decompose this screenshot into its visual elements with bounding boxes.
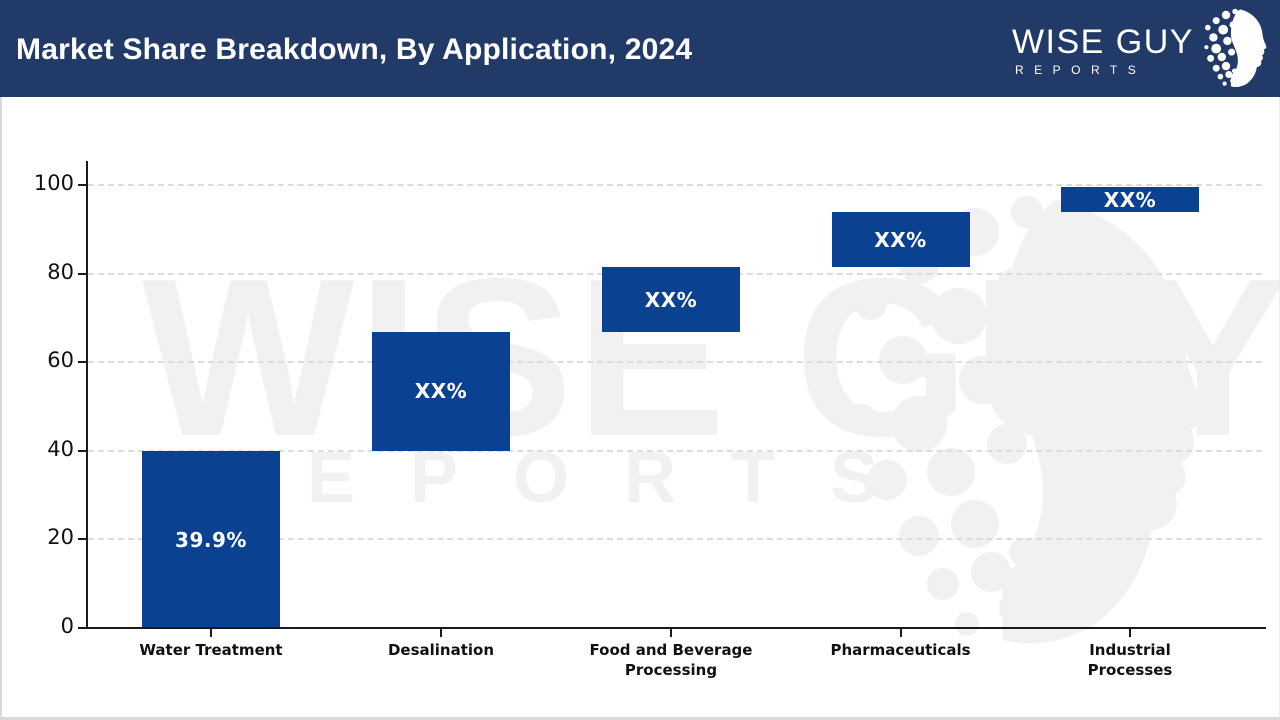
- header-bar: Market Share Breakdown, By Application, …: [0, 0, 1280, 97]
- y-tick-label-80: 80: [47, 259, 74, 284]
- x-axis-label-line: Desalination: [387, 641, 495, 659]
- bar-value-label-pharmaceuticals: XX%: [874, 227, 927, 252]
- y-tick-label-20: 20: [47, 525, 74, 550]
- bar-water-treatment: 39.9%: [142, 451, 280, 628]
- gridline-40: [88, 449, 1262, 452]
- bar-industrial-processes: XX%: [1061, 187, 1199, 212]
- x-tick-mark-industrial-processes: [1129, 629, 1131, 637]
- logo-head-icon: [1204, 8, 1267, 88]
- bar-value-label-desalination: XX%: [414, 379, 468, 404]
- bar-desalination: XX%: [372, 331, 510, 452]
- gridline-100: [88, 184, 1262, 186]
- logo-text: WISE GUY REPORTS: [1012, 24, 1194, 77]
- y-tick-label-100: 100: [33, 171, 74, 195]
- x-axis-line: [86, 627, 1266, 629]
- y-tick-mark-60: [78, 361, 87, 364]
- bar-value-label-water-treatment: 39.9%: [175, 527, 247, 552]
- x-axis-label-line: Pharmaceuticals: [830, 641, 971, 659]
- bar-pharmaceuticals: XX%: [831, 212, 970, 268]
- bar-value-label-industrial-processes: XX%: [1103, 187, 1157, 212]
- x-tick-mark-food-and-beverage-processing: [670, 629, 672, 637]
- bar-value-label-food-and-beverage-processing: XX%: [644, 287, 698, 312]
- y-tick-label-60: 60: [47, 348, 74, 373]
- y-tick-mark-80: [78, 272, 87, 275]
- x-axis-label-food-and-beverage-processing: Food and Beverage Processing: [556, 640, 786, 680]
- x-axis-label-line: Industrial: [1089, 641, 1171, 659]
- x-axis-label-line: Processing: [624, 661, 718, 679]
- y-axis-line: [86, 161, 88, 629]
- x-tick-mark-pharmaceuticals: [899, 629, 902, 637]
- y-tick-label-0: 0: [60, 614, 74, 638]
- x-axis-label-water-treatment: Water Treatment: [96, 640, 326, 660]
- x-axis-label-industrial-processes: Industrial Processes: [1015, 640, 1245, 680]
- y-tick-mark-40: [78, 449, 87, 452]
- logo-wiseguy-text: WISE GUY: [1011, 22, 1194, 61]
- y-tick-mark-20: [78, 538, 87, 541]
- y-tick-mark-100: [78, 184, 87, 186]
- bar-food-and-beverage-processing: XX%: [602, 267, 740, 332]
- x-axis-label-desalination: Desalination: [326, 640, 556, 660]
- x-axis-label-line: Processes: [1087, 661, 1173, 679]
- chart-title: Market Share Breakdown, By Application, …: [16, 33, 693, 66]
- logo-reports-text: REPORTS: [1014, 62, 1147, 77]
- gridline-60: [88, 361, 1262, 364]
- x-axis-label-line: Food and Beverage: [589, 641, 753, 659]
- gridline-20: [88, 538, 1262, 541]
- x-axis-label-pharmaceuticals: Pharmaceuticals: [786, 640, 1016, 660]
- x-axis-label-line: Water Treatment: [139, 641, 283, 659]
- wiseguy-logo: WISE GUY REPORTS: [1012, 6, 1268, 94]
- x-tick-mark-desalination: [440, 629, 442, 637]
- y-tick-label-40: 40: [47, 436, 74, 461]
- y-tick-mark-0: [78, 627, 87, 629]
- x-tick-mark-water-treatment: [210, 629, 212, 637]
